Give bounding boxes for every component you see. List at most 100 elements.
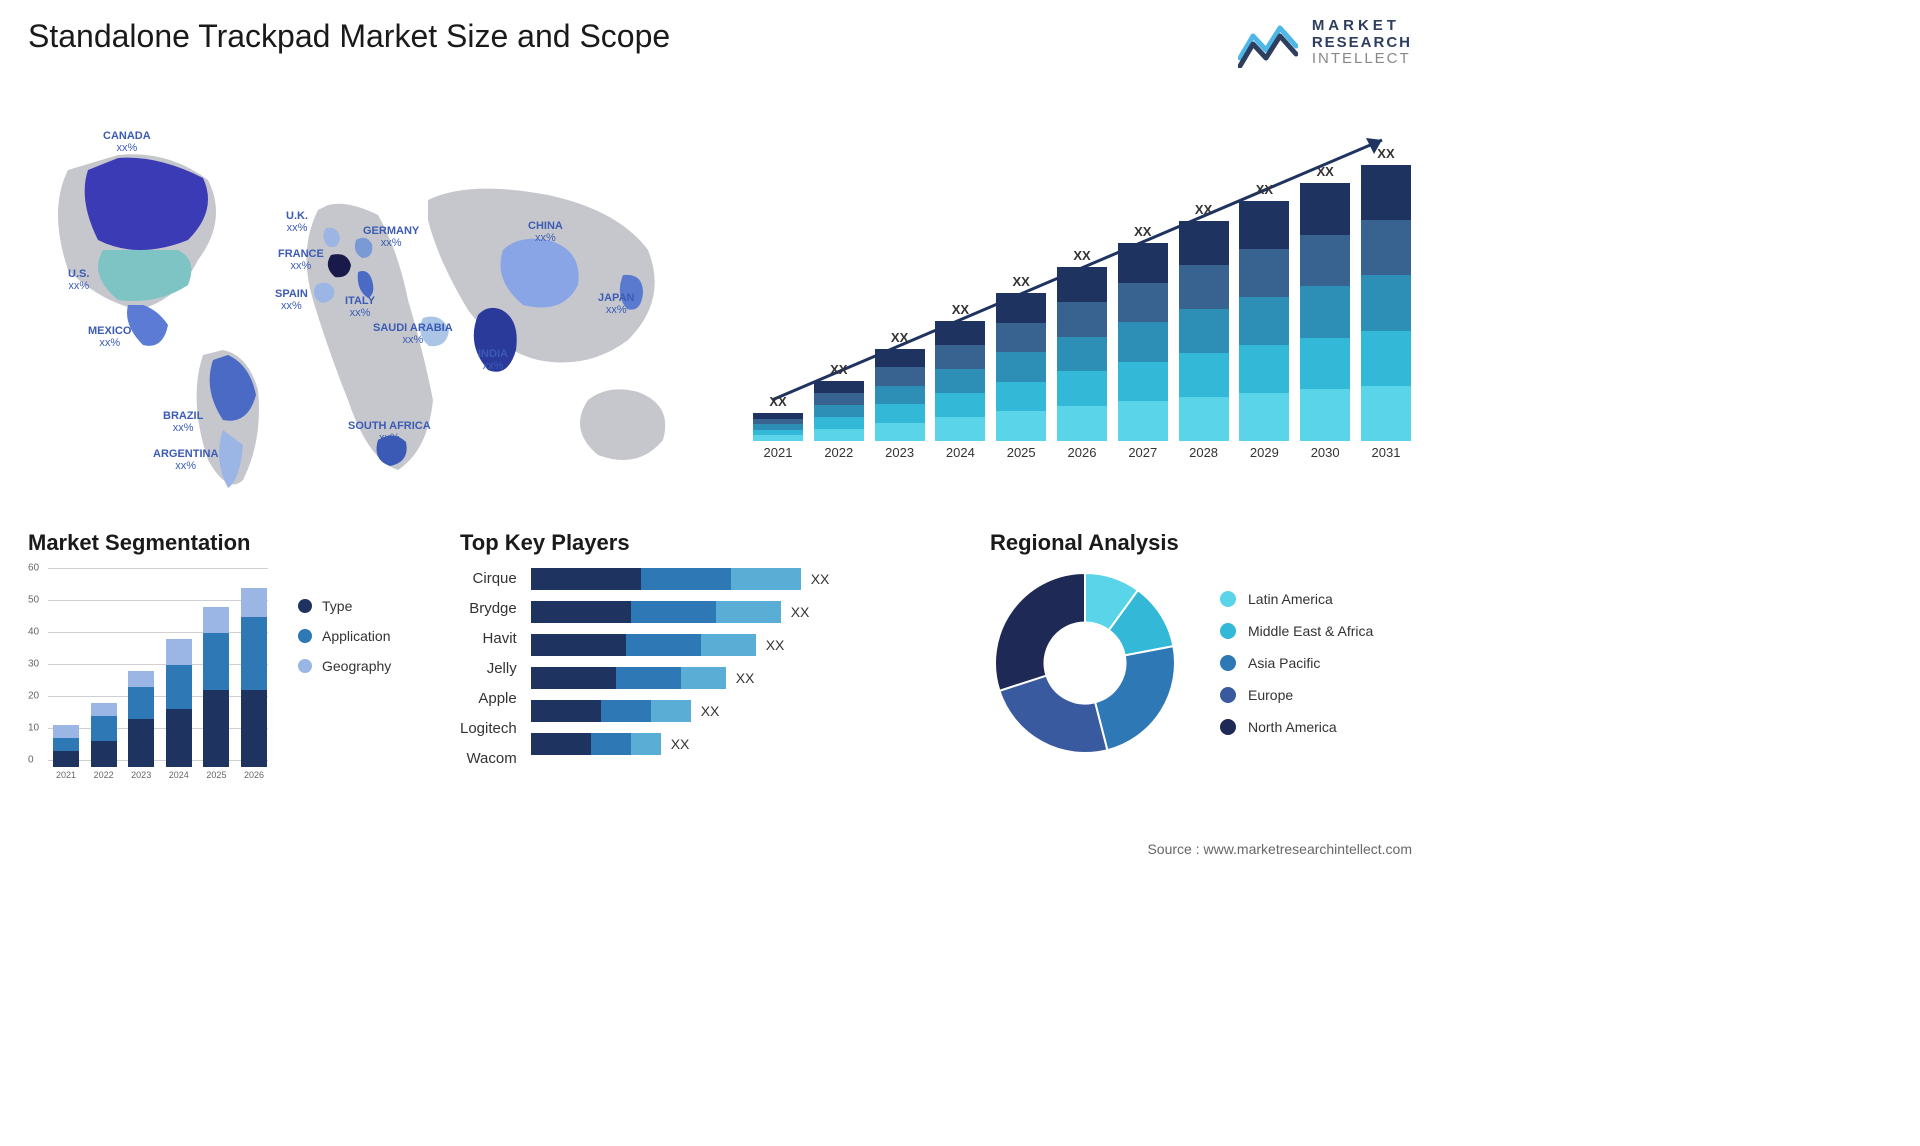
logo-icon <box>1238 18 1298 68</box>
player-bar <box>531 733 661 755</box>
growth-year: 2029 <box>1250 445 1279 460</box>
map-label-japan: JAPANxx% <box>598 292 634 316</box>
player-value: XX <box>791 604 810 620</box>
logo-line3: INTELLECT <box>1312 51 1412 68</box>
player-row: XX <box>531 667 830 689</box>
legend-swatch <box>298 599 312 613</box>
seg-col-2025: 2025 <box>202 607 230 780</box>
players-title: Top Key Players <box>460 530 960 556</box>
growth-value: XX <box>1256 182 1273 197</box>
growth-col-2026: XX2026 <box>1056 248 1108 460</box>
seg-col-2022: 2022 <box>90 703 118 780</box>
growth-value: XX <box>891 330 908 345</box>
player-row: XX <box>531 733 830 755</box>
world-map: CANADAxx%U.S.xx%MEXICOxx%BRAZILxx%ARGENT… <box>28 100 708 500</box>
growth-bar <box>1057 267 1107 441</box>
growth-value: XX <box>952 302 969 317</box>
seg-bar <box>241 588 267 767</box>
growth-col-2030: XX 2030 <box>1299 164 1351 460</box>
map-label-argentina: ARGENTINAxx% <box>153 448 218 472</box>
logo-line1: MARKET <box>1312 18 1412 35</box>
growth-value: XX <box>1317 164 1334 179</box>
growth-bar <box>753 413 803 441</box>
legend-label: Middle East & Africa <box>1248 623 1373 639</box>
y-tick: 30 <box>28 659 39 670</box>
legend-swatch <box>1220 687 1236 703</box>
growth-year: 2024 <box>946 445 975 460</box>
map-label-spain: SPAINxx% <box>275 288 308 312</box>
player-value: XX <box>671 736 690 752</box>
growth-col-2029: XX 2029 <box>1238 182 1290 460</box>
growth-year: 2028 <box>1189 445 1218 460</box>
player-row: XX <box>531 634 830 656</box>
growth-col-2023: XX 2023 <box>874 330 926 460</box>
growth-bar <box>1361 165 1411 441</box>
seg-x: 2026 <box>244 770 264 780</box>
seg-bar <box>128 671 154 767</box>
y-tick: 0 <box>28 755 34 766</box>
growth-value: XX <box>769 394 786 409</box>
map-label-italy: ITALYxx% <box>345 295 375 319</box>
growth-value: XX <box>1377 146 1394 161</box>
growth-bar <box>875 349 925 441</box>
regional-legend: Latin America Middle East & Africa Asia Pa… <box>1220 591 1373 735</box>
legend-label: Geography <box>322 658 391 674</box>
seg-x: 2024 <box>169 770 189 780</box>
page-title: Standalone Trackpad Market Size and Scop… <box>28 18 670 55</box>
growth-col-2025: XX2025 <box>995 274 1047 460</box>
growth-col-2031: XX2031 <box>1360 146 1412 460</box>
segmentation-chart: 0102030405060202120222023202420252026 <box>28 568 268 798</box>
source-caption: Source : www.marketresearchintellect.com <box>1147 841 1412 857</box>
player-bar <box>531 634 756 656</box>
player-label: Brydge <box>469 600 517 617</box>
legend-swatch <box>298 659 312 673</box>
player-label: Wacom <box>466 750 516 767</box>
player-value: XX <box>766 637 785 653</box>
growth-bar <box>996 293 1046 441</box>
map-label-china: CHINAxx% <box>528 220 563 244</box>
player-row: XX <box>531 568 830 590</box>
growth-bar <box>1239 201 1289 441</box>
seg-col-2026: 2026 <box>240 588 268 780</box>
player-label: Apple <box>478 690 516 707</box>
player-bar <box>531 667 726 689</box>
y-tick: 60 <box>28 563 39 574</box>
regional-title: Regional Analysis <box>990 530 1430 556</box>
legend-swatch <box>1220 719 1236 735</box>
growth-year: 2023 <box>885 445 914 460</box>
regional-legend-item: Europe <box>1220 687 1373 703</box>
player-label: Havit <box>483 630 517 647</box>
y-tick: 20 <box>28 691 39 702</box>
regional-legend-item: Latin America <box>1220 591 1373 607</box>
seg-x: 2022 <box>94 770 114 780</box>
segmentation-title: Market Segmentation <box>28 530 498 556</box>
y-tick: 10 <box>28 723 39 734</box>
player-bar <box>531 700 691 722</box>
seg-col-2023: 2023 <box>127 671 155 780</box>
legend-swatch <box>1220 623 1236 639</box>
legend-label: Europe <box>1248 687 1293 703</box>
map-label-mexico: MEXICOxx% <box>88 325 131 349</box>
player-value: XX <box>811 571 830 587</box>
legend-label: Application <box>322 628 391 644</box>
player-bar <box>531 601 781 623</box>
growth-col-2028: XX2028 <box>1178 202 1230 460</box>
growth-bar <box>935 321 985 441</box>
regional-legend-item: Asia Pacific <box>1220 655 1373 671</box>
growth-year: 2030 <box>1311 445 1340 460</box>
growth-col-2021: XX 2021 <box>752 394 804 460</box>
logo-line2: RESEARCH <box>1312 35 1412 52</box>
map-label-saudiarabia: SAUDI ARABIAxx% <box>373 322 453 346</box>
player-row: XX <box>531 700 830 722</box>
y-tick: 50 <box>28 595 39 606</box>
legend-swatch <box>298 629 312 643</box>
growth-year: 2021 <box>764 445 793 460</box>
seg-legend-item: Application <box>298 628 391 644</box>
growth-col-2024: XX 2024 <box>934 302 986 460</box>
seg-x: 2023 <box>131 770 151 780</box>
growth-bar <box>814 381 864 441</box>
players-bars: XX XX XX XX XX XX <box>531 568 830 755</box>
regional-panel: Regional Analysis Latin America Middle Ea… <box>990 530 1430 758</box>
seg-x: 2025 <box>206 770 226 780</box>
seg-col-2024: 2024 <box>165 639 193 780</box>
